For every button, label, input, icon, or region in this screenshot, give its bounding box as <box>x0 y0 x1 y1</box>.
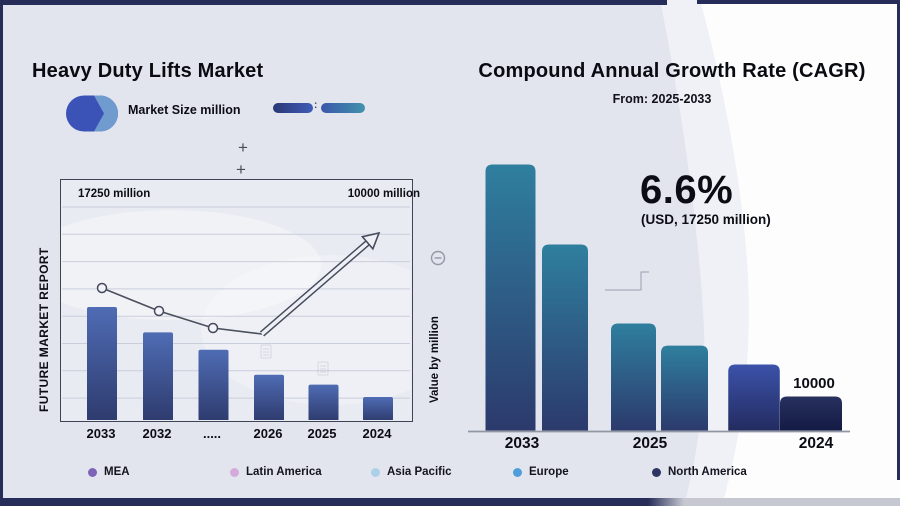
market-size-bar-chart <box>21 206 461 421</box>
x-axis-label: ..... <box>202 426 222 441</box>
legend-item-north-america: North America <box>652 466 747 478</box>
legend-dot <box>230 467 239 477</box>
cagr-bar-chart <box>468 164 850 433</box>
ratio-pill-right <box>321 103 365 113</box>
x-axis-label: 2024 <box>798 435 834 452</box>
legend-label: MEA <box>104 466 130 478</box>
future-market-report-watermark: FUTURE MARKET REPORT <box>37 247 51 412</box>
legend-label: Latin America <box>246 466 322 478</box>
ratio-pill-left <box>273 103 313 113</box>
legend-dot <box>513 467 522 477</box>
x-axis-label: 2026 <box>253 426 283 441</box>
frame-bottom <box>0 498 900 506</box>
x-axis-label: 2024 <box>362 426 392 441</box>
cylinder-icon <box>66 95 118 132</box>
left-chart-frame <box>21 179 461 422</box>
value-axis-label: Value by million <box>429 316 441 403</box>
x-axis-label: 2025 <box>307 426 337 441</box>
right-panel-title: Compound Annual Growth Rate (CAGR) <box>478 60 866 82</box>
x-axis-label: 2033 <box>86 426 116 441</box>
ratio-separator: : <box>314 100 318 111</box>
legend-dot <box>652 467 661 477</box>
frame-right <box>897 0 900 480</box>
minus-circle-icon <box>430 250 446 266</box>
legend-label: North America <box>668 466 747 478</box>
left-chart-target-label: 10000 million <box>347 188 420 200</box>
cagr-note: (USD, 17250 million) <box>641 212 771 227</box>
legend-dot <box>88 467 97 477</box>
x-axis-label: 2032 <box>142 426 172 441</box>
plus-mark-icon: + <box>236 160 246 179</box>
legend-item-europe: Europe <box>513 466 569 478</box>
x-axis-label: 2033 <box>504 435 540 452</box>
plus-mark-icon: + <box>238 138 248 157</box>
background-band <box>660 0 751 506</box>
legend-item-latin-america: Latin America <box>230 466 322 478</box>
cagr-value: 6.6% <box>640 168 734 212</box>
x-axis-label: 2025 <box>632 435 668 452</box>
frame-top-left <box>0 0 667 5</box>
bar-value-label: 10000 <box>793 375 835 392</box>
left-panel-title: Heavy Duty Lifts Market <box>32 60 264 82</box>
legend-item-asia-pacific: Asia Pacific <box>371 466 452 478</box>
market-size-legend-label: Market Size million <box>128 103 241 117</box>
legend-label: Europe <box>529 466 569 478</box>
legend-item-mea: MEA <box>88 466 130 478</box>
frame-left <box>0 0 3 506</box>
right-panel-subtitle: From: 2025-2033 <box>612 92 712 106</box>
legend-dot <box>371 467 380 477</box>
frame-top-right <box>697 0 900 4</box>
legend-label: Asia Pacific <box>387 466 452 478</box>
left-chart-max-label: 17250 million <box>78 188 151 200</box>
